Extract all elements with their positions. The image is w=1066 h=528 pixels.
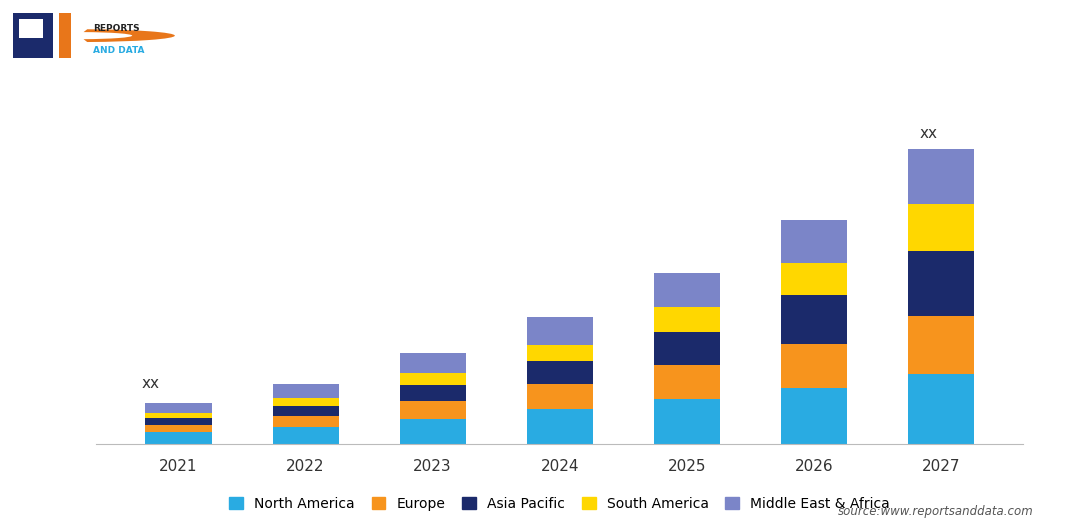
Bar xyxy=(145,402,211,412)
Bar xyxy=(400,419,466,444)
Bar xyxy=(145,425,211,432)
Bar xyxy=(653,365,720,399)
Bar xyxy=(527,361,593,384)
Bar xyxy=(780,295,846,344)
Text: xx: xx xyxy=(919,126,937,142)
Bar xyxy=(908,251,974,316)
FancyBboxPatch shape xyxy=(5,3,149,69)
Bar xyxy=(908,374,974,444)
Bar xyxy=(780,220,846,263)
Bar xyxy=(908,149,974,204)
Bar xyxy=(400,373,466,385)
FancyBboxPatch shape xyxy=(59,13,71,59)
Bar xyxy=(653,332,720,365)
Text: AND DATA: AND DATA xyxy=(93,46,144,55)
Bar xyxy=(653,307,720,332)
Bar xyxy=(400,401,466,419)
Bar xyxy=(273,416,339,427)
Bar xyxy=(527,409,593,444)
FancyBboxPatch shape xyxy=(13,13,53,59)
Bar xyxy=(145,412,211,418)
Bar xyxy=(273,384,339,398)
Bar xyxy=(273,406,339,416)
Bar xyxy=(527,317,593,344)
Bar xyxy=(780,388,846,444)
Bar xyxy=(273,427,339,444)
Text: source:www.reportsanddata.com: source:www.reportsanddata.com xyxy=(838,505,1034,518)
Bar xyxy=(780,344,846,388)
Legend: North America, Europe, Asia Pacific, South America, Middle East & Africa: North America, Europe, Asia Pacific, Sou… xyxy=(224,491,895,516)
Bar xyxy=(653,273,720,307)
FancyBboxPatch shape xyxy=(19,18,43,39)
Bar xyxy=(145,418,211,425)
Polygon shape xyxy=(149,3,165,69)
Bar xyxy=(527,384,593,409)
Bar xyxy=(527,344,593,361)
Bar xyxy=(653,399,720,444)
Wedge shape xyxy=(83,29,175,42)
Bar xyxy=(780,263,846,295)
Bar xyxy=(400,385,466,401)
Text: xx: xx xyxy=(142,376,160,391)
Bar xyxy=(400,353,466,373)
Bar xyxy=(908,316,974,374)
Bar xyxy=(145,432,211,444)
Bar xyxy=(273,398,339,406)
Text: Global Automated Passenger Counting System Market : Regional Outlook (USD Millio: Global Automated Passenger Counting Syst… xyxy=(229,26,986,45)
Bar xyxy=(908,204,974,251)
Text: REPORTS: REPORTS xyxy=(93,24,140,33)
